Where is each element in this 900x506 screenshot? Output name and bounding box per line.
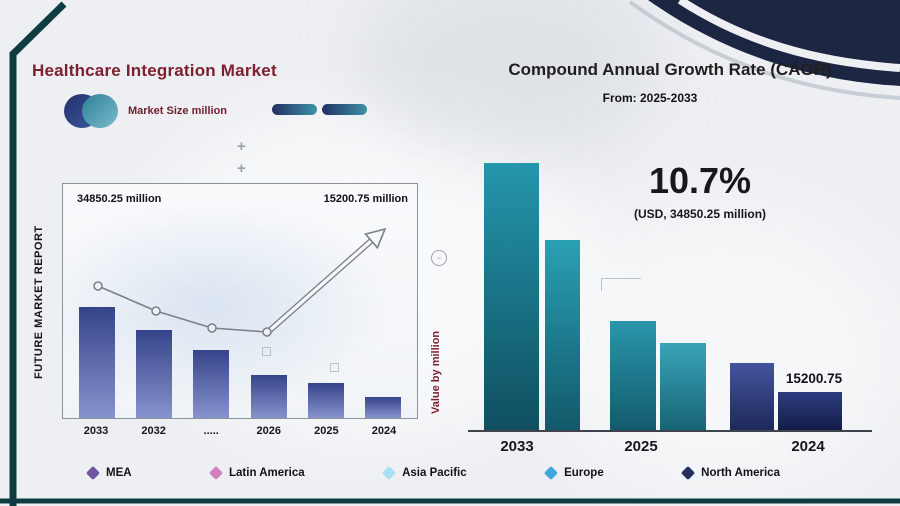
x-label-2024: 2024 bbox=[791, 438, 825, 455]
cagr-note: (USD, 34850.25 million) bbox=[633, 207, 767, 221]
gradient-pill-icon bbox=[322, 104, 367, 115]
region-legend: MEA Latin America Asia Pacific Europe No… bbox=[85, 465, 780, 481]
legend-label: Latin America bbox=[229, 467, 305, 479]
legend-item-europe: Europe bbox=[544, 465, 604, 481]
legend-label: MEA bbox=[106, 467, 132, 479]
right-chart-title: Compound Annual Growth Rate (CAGR) bbox=[508, 60, 832, 79]
diamond-icon bbox=[544, 465, 559, 481]
x-label: 2025 bbox=[314, 425, 339, 437]
cagr-period: From: 2025-2033 bbox=[602, 91, 698, 105]
x-label: 2033 bbox=[83, 425, 109, 437]
square-outline-icon bbox=[330, 363, 339, 372]
market-size-chart: 34850.25 million 15200.75 million bbox=[62, 183, 418, 419]
market-size-legend-label: Market Size million bbox=[128, 105, 228, 117]
diamond-icon bbox=[208, 465, 224, 481]
minus-circle-icon: − bbox=[431, 250, 447, 266]
x-label: 2024 bbox=[371, 425, 397, 437]
legend-label: Asia Pacific bbox=[402, 467, 467, 479]
legend-item-asia-pacific: Asia Pacific bbox=[382, 465, 467, 481]
bar-2024-primary bbox=[730, 363, 774, 430]
value-2024-label: 15200.75 bbox=[785, 371, 843, 386]
left-x-axis-labels: 2033 2032 ..... 2026 2025 2024 bbox=[62, 425, 418, 437]
left-chart-title: Healthcare Integration Market bbox=[32, 61, 277, 80]
x-label-2025: 2025 bbox=[624, 438, 658, 455]
diamond-icon bbox=[681, 465, 696, 481]
bar-2025-primary bbox=[610, 321, 656, 430]
future-market-report-label: FUTURE MARKET REPORT bbox=[33, 225, 45, 379]
cylinder-icon bbox=[64, 92, 120, 130]
x-label: 2032 bbox=[141, 425, 166, 437]
cagr-value: 10.7% bbox=[648, 160, 752, 201]
legend-item-north-america: North America bbox=[681, 465, 780, 481]
legend-item-mea: MEA bbox=[85, 465, 132, 481]
diamond-icon bbox=[85, 465, 101, 481]
bar-2033-secondary bbox=[545, 240, 580, 430]
diamond-icon bbox=[382, 465, 397, 481]
background-blob bbox=[360, 0, 660, 160]
bar-2033-primary bbox=[484, 163, 539, 430]
trend-line bbox=[93, 227, 387, 337]
plus-icon: + bbox=[237, 138, 246, 155]
gradient-pill-icon bbox=[272, 104, 317, 115]
legend-label: Europe bbox=[564, 467, 604, 479]
bar-2024-secondary bbox=[778, 392, 842, 430]
plus-icon: + bbox=[237, 160, 246, 177]
market-size-legend: Market Size million bbox=[64, 92, 227, 130]
square-outline-icon bbox=[262, 347, 271, 356]
corner-bracket-decoration bbox=[601, 278, 641, 291]
bar-2025-secondary bbox=[660, 343, 706, 430]
value-axis-label: Value by million bbox=[430, 330, 442, 414]
x-label: 2026 bbox=[256, 425, 282, 437]
legend-item-latin-america: Latin America bbox=[208, 465, 305, 481]
bar-2033 bbox=[79, 307, 115, 418]
x-label-2033: 2033 bbox=[500, 438, 534, 455]
x-label: ..... bbox=[203, 425, 219, 437]
cylinder-icon-teal-disc bbox=[82, 94, 118, 128]
legend-label: North America bbox=[701, 467, 780, 479]
